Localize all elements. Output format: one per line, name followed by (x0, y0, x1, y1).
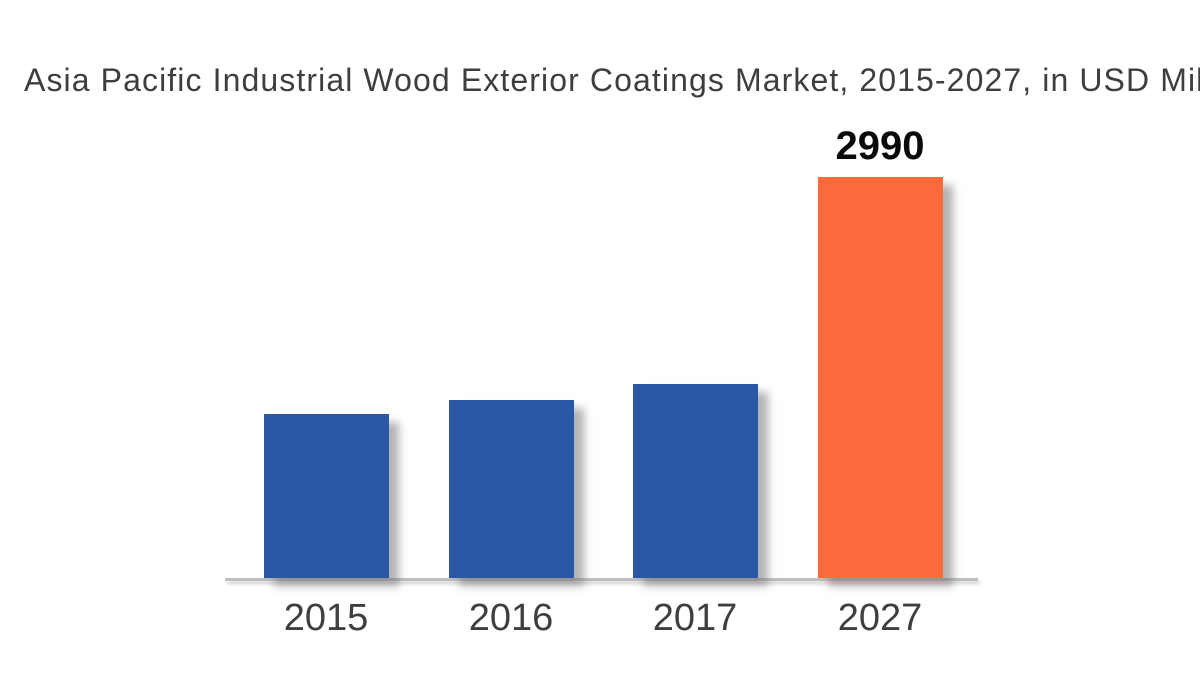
bar-2016 (448, 400, 574, 578)
bar-2015 (263, 414, 389, 578)
value-label-2027: 2990 (835, 124, 925, 168)
x-tick-label-2015: 2015 (283, 597, 369, 639)
x-tick-label-2017: 2017 (652, 597, 738, 639)
x-tick-label-2016: 2016 (468, 597, 554, 639)
x-tick-label-2027: 2027 (837, 597, 923, 639)
bar-2027 (817, 177, 943, 578)
bar-2017 (632, 384, 758, 578)
chart-title: Asia Pacific Industrial Wood Exterior Co… (24, 62, 1200, 98)
x-axis-line (225, 578, 978, 581)
